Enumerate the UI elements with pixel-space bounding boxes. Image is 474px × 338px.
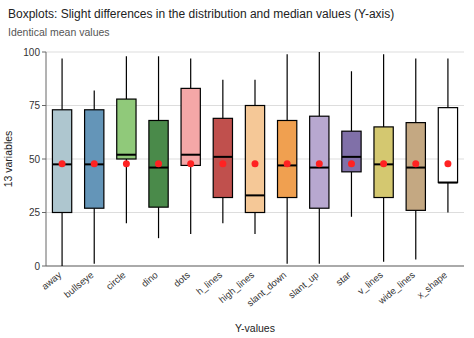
x-tick-label: star: [334, 269, 353, 288]
x-tick-label: bullseye: [62, 269, 96, 300]
lower-whisker: [222, 198, 223, 224]
box: [85, 110, 104, 208]
mean-dot: [444, 160, 451, 167]
y-tick: [42, 159, 46, 160]
marks: [52, 52, 457, 266]
box: [374, 127, 393, 198]
lower-whisker: [319, 208, 320, 264]
box: [149, 120, 168, 207]
lower-whisker: [158, 207, 159, 238]
median: [117, 154, 136, 156]
lower-whisker: [287, 198, 288, 264]
lower-whisker: [383, 198, 384, 262]
subtitle: Identical mean values: [8, 26, 110, 38]
box: [52, 110, 71, 213]
x-axis-label: Y-values: [235, 322, 275, 334]
mean-dot: [412, 160, 419, 167]
box: [181, 88, 200, 165]
mean-dot: [91, 160, 98, 167]
x-tick-label: slant_down: [245, 269, 289, 308]
y-axis-label: 13 variables: [2, 131, 14, 188]
y-axis-line: [46, 52, 47, 266]
box: [213, 118, 232, 197]
grid-line: [46, 266, 464, 267]
mean-dot: [316, 160, 323, 167]
x-tick-label: dino: [139, 269, 160, 289]
x-tick-label: circle: [104, 269, 128, 292]
y-tick: [42, 105, 46, 106]
upper-whisker: [94, 91, 95, 110]
y-tick-label: 25: [29, 207, 41, 218]
x-tick-label: wide_lines: [375, 269, 417, 307]
mean-dot: [252, 160, 259, 167]
box: [342, 131, 361, 172]
x-tick-label: x_shape: [415, 269, 450, 301]
lower-whisker: [415, 210, 416, 259]
box: [278, 120, 297, 197]
upper-whisker: [222, 80, 223, 119]
upper-whisker: [351, 71, 352, 131]
upper-whisker: [190, 58, 191, 88]
box: [406, 123, 425, 211]
upper-whisker: [383, 54, 384, 127]
mean-dot: [123, 160, 130, 167]
x-tick-label: dots: [171, 269, 192, 289]
median: [181, 154, 200, 156]
mean-dot: [59, 160, 66, 167]
x-tick-label: slant_up: [286, 269, 321, 301]
x-tick-label: v_lines: [355, 269, 385, 297]
y-tick-label: 100: [23, 47, 40, 58]
lower-whisker: [190, 165, 191, 233]
mean-dot: [380, 160, 387, 167]
median: [245, 194, 264, 196]
grid: [46, 52, 464, 266]
upper-whisker: [319, 52, 320, 116]
mean-dot: [187, 160, 194, 167]
upper-whisker: [447, 58, 448, 107]
upper-whisker: [287, 54, 288, 120]
lower-whisker: [94, 208, 95, 264]
upper-whisker: [61, 58, 62, 109]
grid-line: [46, 52, 464, 53]
y-tick: [42, 266, 46, 267]
upper-whisker: [158, 56, 159, 120]
y-tick-label: 75: [29, 100, 41, 111]
title: Boxplots: Slight differences in the dist…: [8, 7, 394, 21]
y-tick-label: 0: [34, 261, 40, 272]
box: [117, 99, 136, 159]
box: [245, 106, 264, 213]
chart: Boxplots: Slight differences in the dist…: [0, 0, 474, 338]
median: [438, 182, 457, 184]
x-tick-label: away: [39, 269, 63, 292]
mean-dot: [155, 160, 162, 167]
upper-whisker: [254, 80, 255, 106]
box: [438, 108, 457, 183]
upper-whisker: [415, 58, 416, 122]
y-tick: [42, 52, 46, 53]
lower-whisker: [126, 159, 127, 223]
lower-whisker: [254, 213, 255, 234]
y-tick-label: 50: [29, 154, 41, 165]
mean-dot: [284, 160, 291, 167]
y-tick: [42, 212, 46, 213]
lower-whisker: [447, 183, 448, 213]
lower-whisker: [351, 172, 352, 217]
median: [342, 156, 361, 158]
lower-whisker: [61, 213, 62, 267]
box: [310, 116, 329, 208]
median: [213, 156, 232, 158]
mean-dot: [348, 160, 355, 167]
x-axis-line: [46, 266, 464, 267]
mean-dot: [219, 160, 226, 167]
upper-whisker: [126, 56, 127, 99]
